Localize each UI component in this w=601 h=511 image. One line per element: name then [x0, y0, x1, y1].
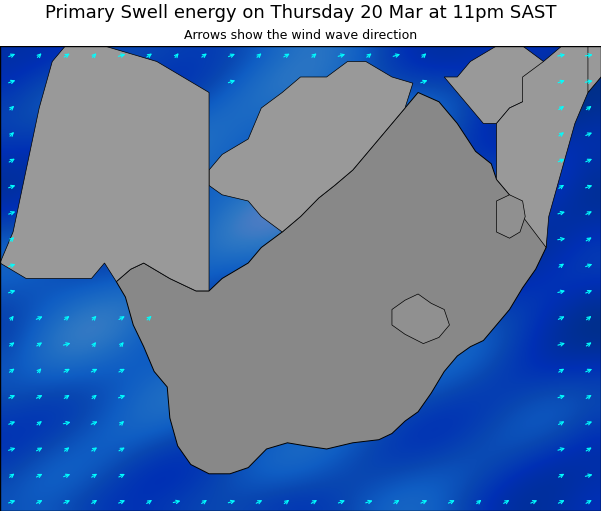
Polygon shape [496, 46, 601, 247]
Text: Primary Swell energy on Thursday 20 Mar at 11pm SAST: Primary Swell energy on Thursday 20 Mar … [44, 4, 557, 22]
Polygon shape [209, 61, 413, 232]
Polygon shape [0, 46, 209, 291]
Polygon shape [444, 46, 549, 124]
Polygon shape [116, 92, 546, 474]
Polygon shape [496, 195, 525, 238]
Polygon shape [392, 294, 450, 343]
Polygon shape [588, 46, 601, 92]
Text: Arrows show the wind wave direction: Arrows show the wind wave direction [184, 29, 417, 42]
